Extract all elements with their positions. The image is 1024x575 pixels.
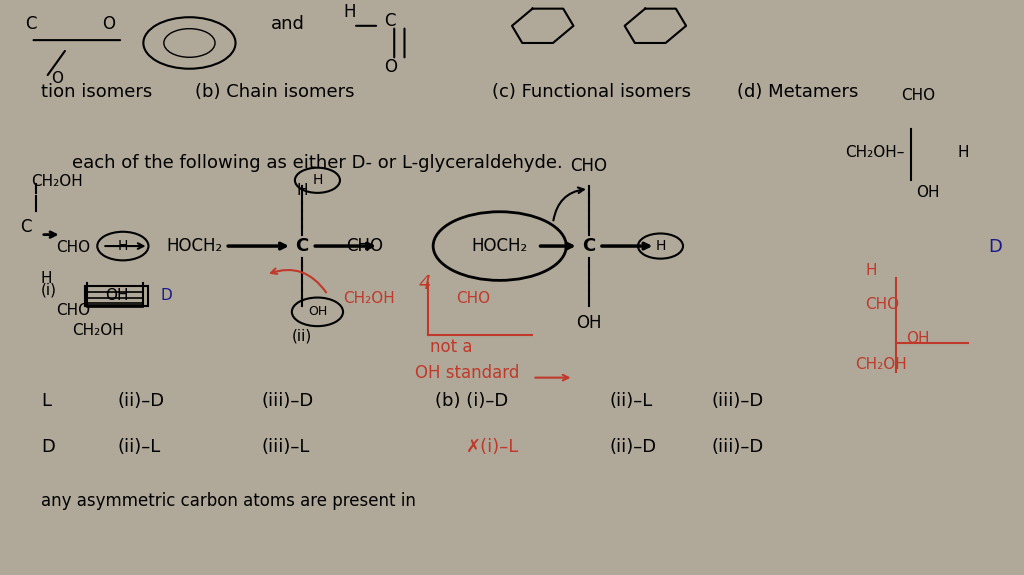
Text: (ii)–D: (ii)–D bbox=[118, 392, 165, 410]
Text: D: D bbox=[41, 438, 55, 456]
Text: CHO: CHO bbox=[865, 297, 899, 312]
Text: HOCH₂: HOCH₂ bbox=[167, 237, 222, 255]
Text: H: H bbox=[957, 145, 969, 160]
Text: C: C bbox=[25, 15, 37, 33]
Text: D: D bbox=[988, 238, 1002, 256]
Text: (c) Functional isomers: (c) Functional isomers bbox=[492, 83, 690, 101]
Text: CH₂OH: CH₂OH bbox=[343, 292, 395, 306]
Text: O: O bbox=[384, 58, 397, 75]
Text: CH₂OH: CH₂OH bbox=[855, 357, 907, 372]
Text: C: C bbox=[583, 237, 595, 255]
Text: L: L bbox=[41, 392, 51, 410]
Text: CHO: CHO bbox=[570, 157, 607, 175]
Text: ✗(i)–L: ✗(i)–L bbox=[466, 438, 519, 456]
Text: tion isomers: tion isomers bbox=[41, 83, 153, 101]
Text: OH: OH bbox=[577, 315, 601, 332]
Text: (iii)–D: (iii)–D bbox=[712, 392, 764, 410]
Text: O: O bbox=[51, 71, 63, 86]
Text: H: H bbox=[118, 239, 128, 253]
Text: OH: OH bbox=[105, 288, 128, 304]
Text: any asymmetric carbon atoms are present in: any asymmetric carbon atoms are present … bbox=[41, 492, 416, 511]
Text: CH₂OH: CH₂OH bbox=[31, 174, 83, 189]
Text: (b) Chain isomers: (b) Chain isomers bbox=[195, 83, 354, 101]
Text: (ii)–L: (ii)–L bbox=[118, 438, 161, 456]
Text: OH: OH bbox=[906, 331, 930, 346]
Text: H: H bbox=[41, 271, 52, 286]
Text: (d) Metamers: (d) Metamers bbox=[737, 83, 859, 101]
Text: OH: OH bbox=[308, 305, 327, 319]
Text: (ii)–L: (ii)–L bbox=[609, 392, 652, 410]
Text: 4: 4 bbox=[419, 274, 431, 293]
Text: each of the following as either D- or L-glyceraldehyde.: each of the following as either D- or L-… bbox=[72, 154, 562, 172]
Text: (i): (i) bbox=[41, 283, 57, 298]
Text: H: H bbox=[297, 183, 308, 198]
Text: OH: OH bbox=[916, 185, 940, 201]
Text: CHO: CHO bbox=[56, 240, 90, 255]
Text: H: H bbox=[312, 173, 323, 187]
Text: HOCH₂: HOCH₂ bbox=[472, 237, 527, 255]
Text: CHO: CHO bbox=[346, 237, 383, 255]
Text: (ii): (ii) bbox=[292, 328, 312, 343]
Text: CHO: CHO bbox=[901, 88, 935, 103]
Text: (iii)–D: (iii)–D bbox=[712, 438, 764, 456]
Text: H: H bbox=[865, 263, 877, 278]
Text: not a: not a bbox=[430, 338, 473, 356]
Text: (b) (i)–D: (b) (i)–D bbox=[435, 392, 509, 410]
Text: and: and bbox=[271, 15, 305, 33]
Text: O: O bbox=[102, 15, 116, 33]
Text: H: H bbox=[343, 3, 355, 21]
Text: C: C bbox=[296, 237, 308, 255]
Text: (iii)–D: (iii)–D bbox=[261, 392, 313, 410]
Text: CH₂OH–: CH₂OH– bbox=[845, 145, 904, 160]
Text: C: C bbox=[20, 218, 32, 236]
Text: (iii)–L: (iii)–L bbox=[261, 438, 309, 456]
Text: CHO: CHO bbox=[456, 292, 489, 306]
Text: (ii)–D: (ii)–D bbox=[609, 438, 656, 456]
Text: CHO: CHO bbox=[56, 302, 90, 318]
Text: OH standard: OH standard bbox=[415, 363, 519, 382]
FancyBboxPatch shape bbox=[85, 286, 148, 306]
Text: D: D bbox=[160, 288, 172, 304]
Text: C: C bbox=[384, 12, 395, 30]
Text: H: H bbox=[655, 239, 666, 253]
Text: CH₂OH: CH₂OH bbox=[72, 323, 124, 338]
